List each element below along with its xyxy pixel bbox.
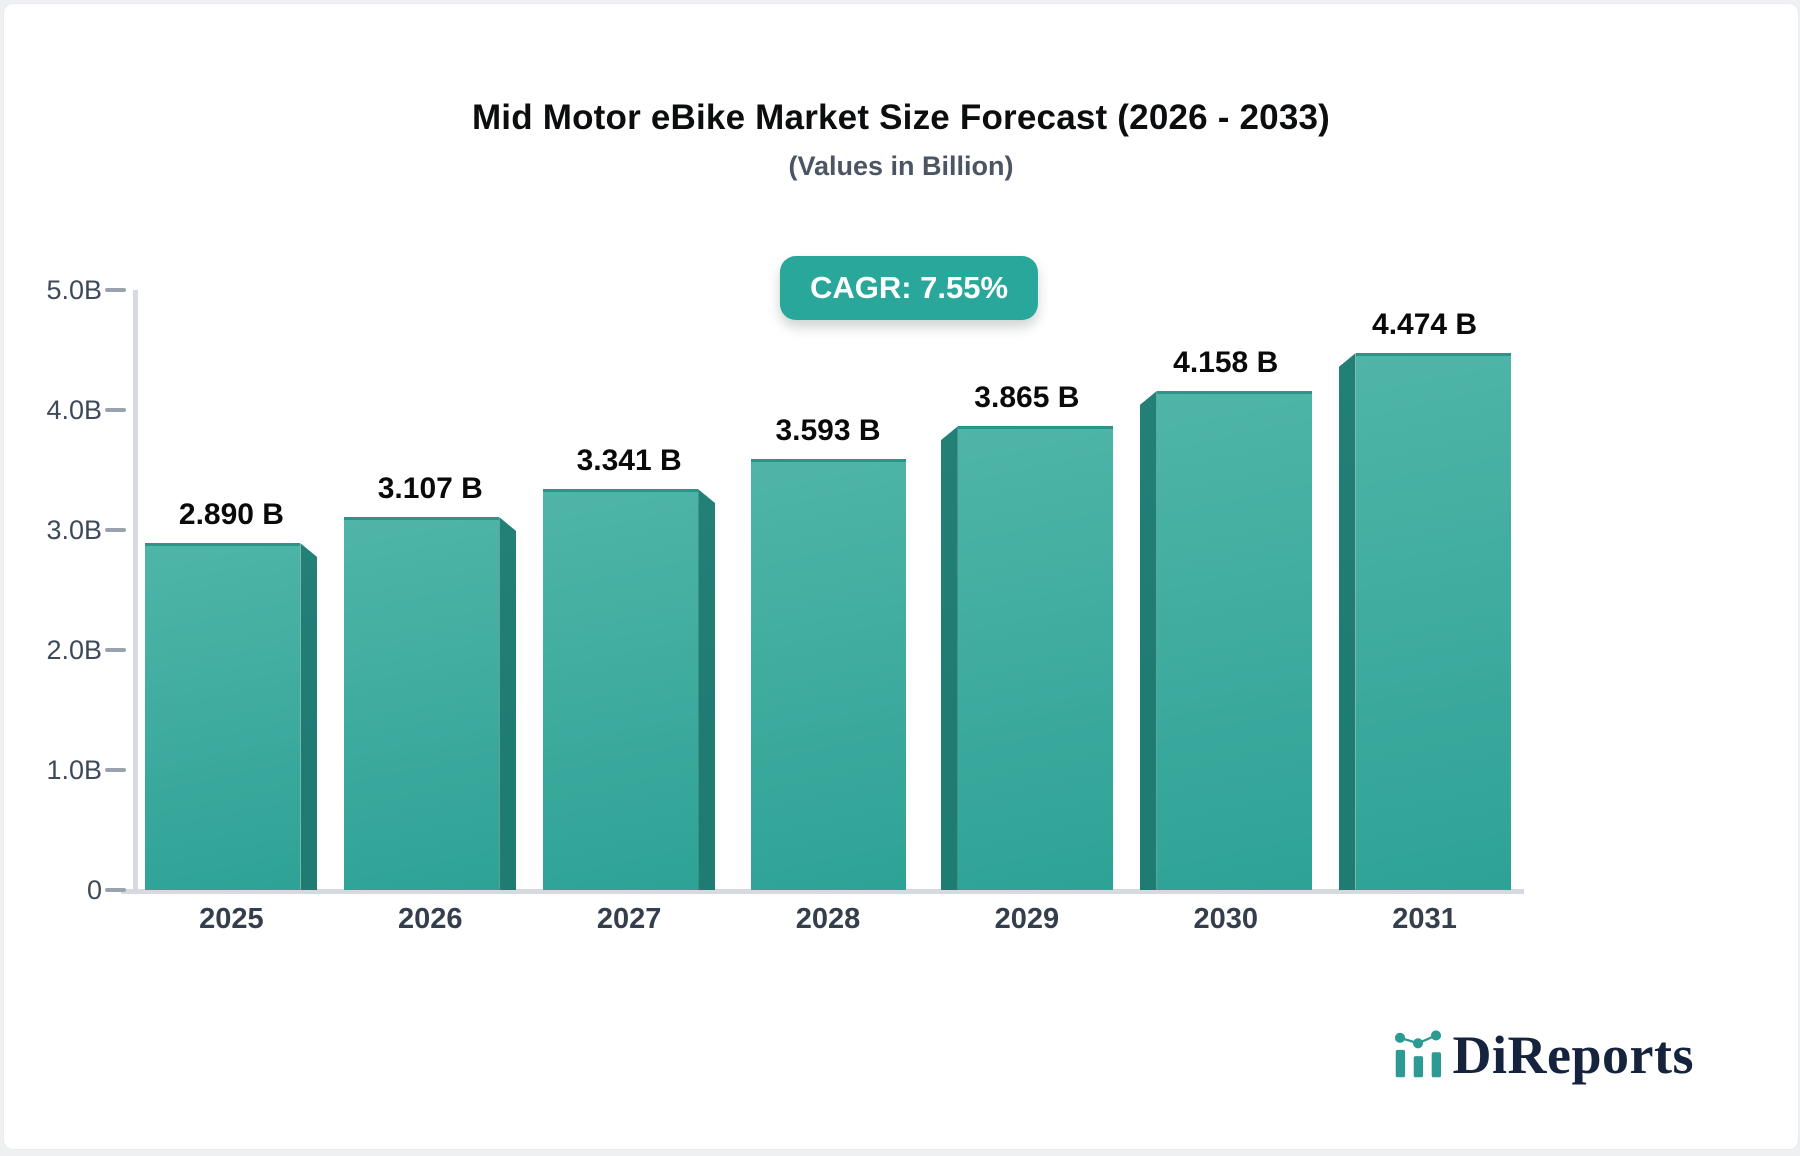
bar-side-2030 (1139, 391, 1157, 890)
plot-area: 5.0B 4.0B 3.0B 2.0B 1.0B 0 2.890 B 3.107 B 3.34… (4, 4, 1798, 1149)
y-tick-label: 1.0B (46, 755, 102, 785)
bar-face-2027 (543, 489, 699, 890)
bar-side-2027 (698, 489, 716, 890)
bar-face-2029 (957, 426, 1113, 890)
bar-value-label: 3.107 B (377, 472, 483, 506)
bar-value-label: 2.890 B (178, 498, 284, 532)
bar-value-label: 3.341 B (576, 444, 682, 478)
y-tick-label: 5.0B (46, 275, 102, 305)
bar-side-2026 (499, 517, 517, 890)
x-tick-label: 2029 (994, 903, 1060, 935)
bar-value-label: 3.593 B (775, 413, 881, 447)
x-tick-label: 2027 (596, 903, 662, 935)
x-tick-label: 2025 (199, 903, 264, 935)
x-tick-label: 2031 (1392, 903, 1457, 935)
x-tick-label: 2028 (795, 903, 861, 935)
y-tick-label: 3.0B (46, 515, 102, 545)
y-tick-dash (105, 648, 126, 652)
bar-value-label: 4.474 B (1372, 308, 1478, 342)
y-tick-dash (105, 888, 126, 892)
y-tick-label: 0 (86, 875, 102, 905)
chart-card: Mid Motor eBike Market Size Forecast (20… (3, 3, 1799, 1150)
y-tick-dash (105, 408, 126, 412)
brand-logo: DiReports (1393, 1026, 1694, 1084)
bar-value-label: 3.865 B (974, 381, 1080, 415)
y-tick-label: 4.0B (46, 395, 102, 425)
bar-side-2025 (300, 543, 318, 890)
cagr-badge: CAGR: 7.55% (779, 256, 1039, 320)
bar-value-label: 4.158 B (1173, 346, 1279, 380)
y-tick-dash (105, 768, 126, 772)
y-tick-dash (105, 528, 126, 532)
x-tick-label: 2030 (1193, 903, 1258, 935)
x-axis-line (121, 889, 1524, 894)
page-subtitle: (Values in Billion) (788, 151, 1014, 181)
bar-face-2026 (344, 517, 500, 890)
bar-side-2029 (940, 426, 958, 890)
x-tick-label: 2026 (398, 903, 463, 935)
cagr-badge-label: CAGR: 7.55% (809, 270, 1009, 305)
bar-side-2031 (1338, 353, 1356, 890)
page-title: Mid Motor eBike Market Size Forecast (20… (471, 98, 1331, 137)
bar-face-2028 (750, 458, 906, 890)
bar-line-chart-icon (1394, 1030, 1441, 1078)
brand-name: DiReports (1452, 1025, 1694, 1085)
y-axis-line (133, 290, 138, 891)
bar-face-2030 (1156, 391, 1312, 890)
bar-face-2025 (145, 543, 301, 890)
y-tick-dash (105, 288, 126, 292)
y-tick-label: 2.0B (46, 635, 102, 665)
bar-face-2031 (1355, 353, 1511, 890)
